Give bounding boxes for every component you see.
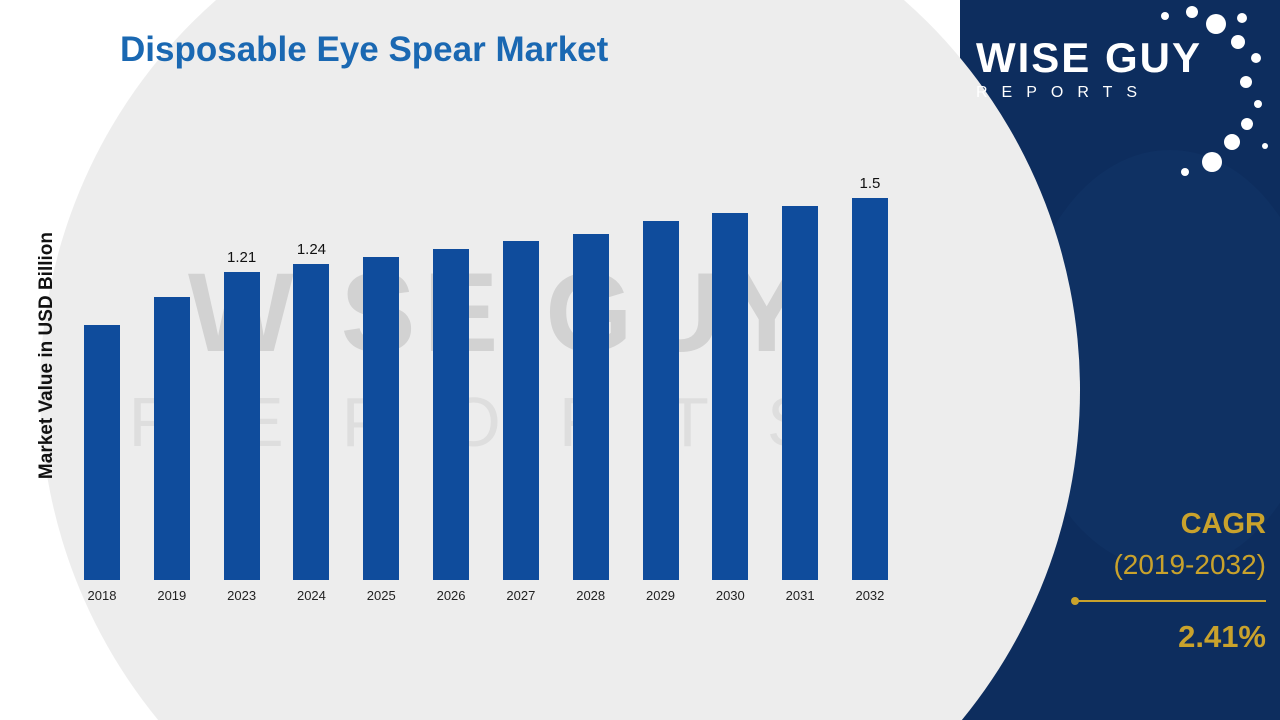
y-axis-label: Market Value in USD Billion [36,232,57,480]
bar-column [710,160,750,580]
bar [293,264,330,580]
bar [502,241,539,580]
bar-column [82,160,122,580]
background-watermark-circle [40,0,1080,720]
bar-column [571,160,611,580]
bar-column [431,160,471,580]
bar-column [361,160,401,580]
x-tick-label: 2032 [855,588,885,603]
bar [712,213,749,580]
bar [782,206,819,580]
bar [642,221,679,580]
x-tick-label: 2026 [436,588,466,603]
x-tick-label: 2030 [715,588,745,603]
logo-reports-text: REPORTS [975,84,1152,101]
cagr-block: CAGR (2019-2032) 2.41% [966,508,1266,655]
wise-guy-reports-logo: WISE GUY REPORTS [976,34,1202,102]
x-tick-label: 2028 [576,588,606,603]
bar-column [780,160,820,580]
bar [223,272,260,580]
watermark-text-line1: WISE GUY [187,250,813,375]
x-tick-label: 2027 [506,588,536,603]
cagr-range: (2019-2032) [1113,549,1266,580]
bar [153,297,190,580]
bar-column: 1.24 [291,160,331,580]
x-tick-label: 2024 [296,588,326,603]
cagr-divider [1071,597,1266,605]
cagr-label: CAGR [1180,508,1266,540]
x-tick-label: 2029 [646,588,675,603]
logo-face-dots-icon [1161,6,1268,176]
bar-value-label: 1.24 [296,241,327,258]
bar-column [641,160,681,580]
x-axis-labels: 2018 2019 2023 2024 2025 2026 2027 2028 2029 2030… [82,588,890,603]
bar-chart: 1.21 1.24 1.5 [82,160,890,580]
bar [851,198,888,580]
divider-line [1075,600,1266,602]
x-tick-label: 2018 [87,588,117,603]
bar [84,325,120,580]
logo-wiseguy-text: WISE GUY [975,34,1202,81]
bar-value-label: 1.5 [859,175,881,192]
bar-column: 1.5 [850,160,890,580]
x-tick-label: 2019 [157,588,187,603]
x-tick-label: 2023 [227,588,257,603]
bar-value-label: 1.21 [227,249,257,266]
bar-column: 1.21 [222,160,262,580]
bar [363,257,400,580]
x-tick-label: 2025 [366,588,396,603]
x-tick-label: 2031 [785,588,815,603]
bar [433,249,470,580]
page-title: Disposable Eye Spear Market [120,30,609,69]
bar-column [501,160,541,580]
bar-column [152,160,192,580]
bar [572,234,609,580]
cagr-value: 2.41% [1178,619,1266,654]
